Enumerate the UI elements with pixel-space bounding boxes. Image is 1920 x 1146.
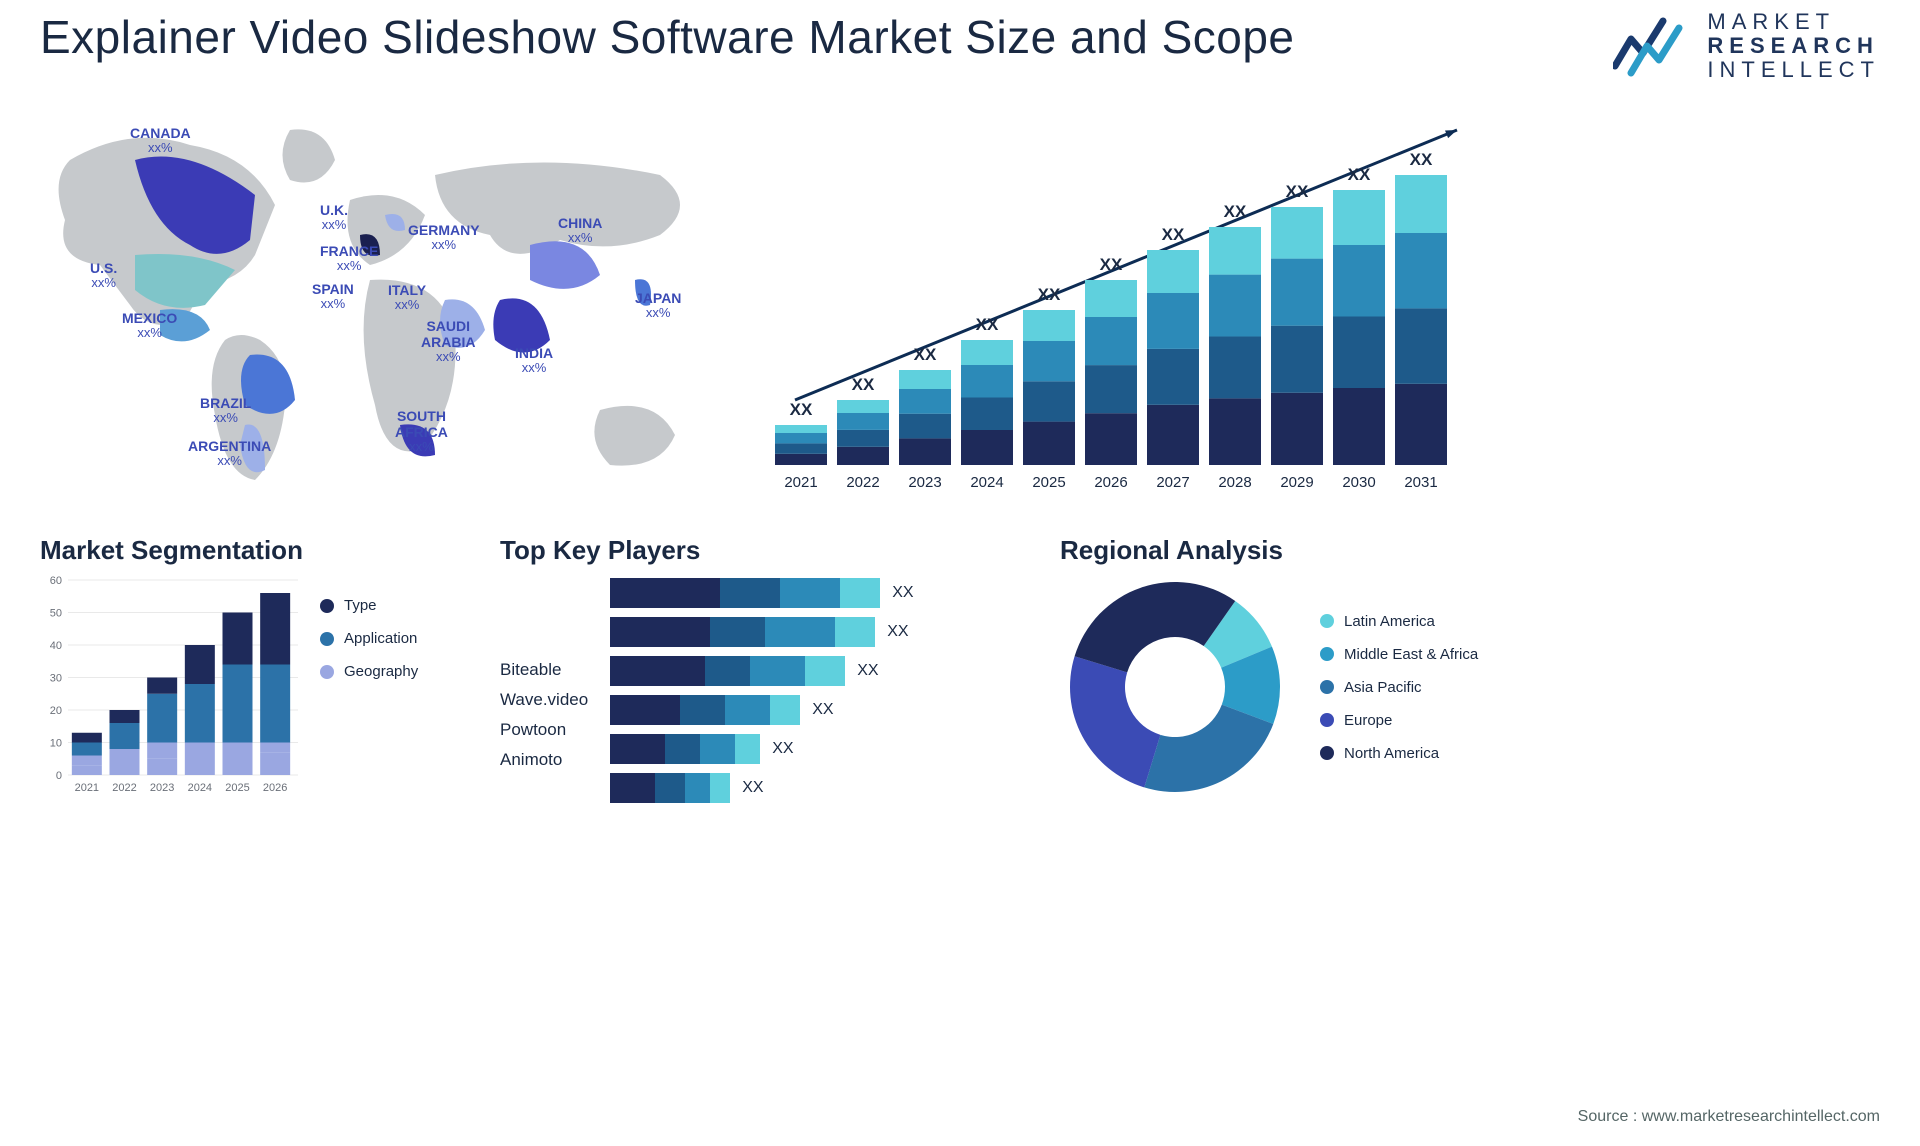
- svg-text:2024: 2024: [970, 474, 1003, 491]
- key-player-bar-row: XX: [610, 695, 1030, 725]
- regional-panel: Regional Analysis Latin America Middle Ea…: [1060, 535, 1870, 815]
- seg-legend-application: Application: [320, 630, 418, 647]
- segmentation-panel: Market Segmentation 0 10 20 30 40 50 60 2021 202…: [40, 535, 470, 815]
- svg-text:2025: 2025: [225, 782, 249, 794]
- key-players-labels: Biteable Wave.video Powtoon Animoto: [500, 578, 588, 770]
- logo-line1: MARKET: [1707, 10, 1880, 34]
- svg-text:XX: XX: [1286, 182, 1309, 201]
- svg-text:2021: 2021: [75, 782, 99, 794]
- svg-text:40: 40: [50, 640, 62, 652]
- svg-text:2031: 2031: [1404, 474, 1437, 491]
- world-map-icon: [40, 105, 720, 505]
- svg-text:XX: XX: [1224, 202, 1247, 221]
- map-label-south-africa: SOUTHAFRICAxx%: [395, 408, 448, 455]
- svg-text:XX: XX: [1100, 255, 1123, 274]
- region-legend-north-america: North America: [1320, 745, 1478, 762]
- logo-line3: INTELLECT: [1707, 58, 1880, 82]
- map-label-u-k-: U.K.xx%: [320, 202, 348, 233]
- map-label-mexico: MEXICOxx%: [122, 310, 177, 341]
- map-label-france: FRANCExx%: [320, 243, 378, 274]
- regional-title: Regional Analysis: [1060, 535, 1870, 566]
- svg-text:2023: 2023: [908, 474, 941, 491]
- map-label-china: CHINAxx%: [558, 215, 602, 246]
- page-title: Explainer Video Slideshow Software Marke…: [40, 10, 1295, 64]
- map-label-italy: ITALYxx%: [388, 282, 426, 313]
- brand-logo: MARKET RESEARCH INTELLECT: [1613, 10, 1880, 83]
- map-label-spain: SPAINxx%: [312, 281, 354, 312]
- world-map-panel: CANADAxx% U.S.xx%MEXICOxx% BRAZILxx% ARGENT…: [40, 105, 720, 505]
- logo-mark-icon: [1613, 11, 1693, 81]
- key-players-chart: XX XX XX XX XX XX: [610, 578, 1030, 803]
- svg-text:2025: 2025: [1032, 474, 1065, 491]
- svg-text:2027: 2027: [1156, 474, 1189, 491]
- svg-text:2021: 2021: [784, 474, 817, 491]
- svg-text:60: 60: [50, 575, 62, 587]
- segmentation-title: Market Segmentation: [40, 535, 470, 566]
- svg-text:XX: XX: [852, 375, 875, 394]
- segmentation-chart: 0 10 20 30 40 50 60 2021 2022 2023 2024 2025 2026: [40, 572, 300, 797]
- seg-legend-type: Type: [320, 597, 418, 614]
- key-player-bar-row: XX: [610, 617, 1030, 647]
- key-player-bar-row: XX: [610, 578, 1030, 608]
- source-label: Source : www.marketresearchintellect.com: [1578, 1108, 1880, 1126]
- key-player-label: Biteable: [500, 660, 588, 680]
- logo-text: MARKET RESEARCH INTELLECT: [1707, 10, 1880, 83]
- svg-text:50: 50: [50, 608, 62, 620]
- regional-legend: Latin America Middle East & Africa Asia Pa…: [1320, 613, 1478, 762]
- svg-text:2022: 2022: [846, 474, 879, 491]
- svg-text:0: 0: [56, 770, 62, 782]
- map-label-canada: CANADAxx%: [130, 125, 191, 156]
- svg-text:20: 20: [50, 705, 62, 717]
- svg-text:2026: 2026: [1094, 474, 1127, 491]
- key-players-panel: Top Key Players Biteable Wave.video Powtoo…: [500, 535, 1030, 815]
- svg-text:2026: 2026: [263, 782, 287, 794]
- seg-legend-geography: Geography: [320, 663, 418, 680]
- key-player-label: Wave.video: [500, 690, 588, 710]
- svg-text:2023: 2023: [150, 782, 174, 794]
- svg-text:2028: 2028: [1218, 474, 1251, 491]
- svg-text:2030: 2030: [1342, 474, 1375, 491]
- key-player-bar-row: XX: [610, 656, 1030, 686]
- region-legend-middle-east-africa: Middle East & Africa: [1320, 646, 1478, 663]
- svg-text:XX: XX: [976, 315, 999, 334]
- map-label-argentina: ARGENTINAxx%: [188, 438, 271, 469]
- map-label-brazil: BRAZILxx%: [200, 395, 251, 426]
- svg-text:XX: XX: [1038, 285, 1061, 304]
- region-legend-europe: Europe: [1320, 712, 1478, 729]
- logo-line2: RESEARCH: [1707, 34, 1880, 58]
- key-players-title: Top Key Players: [500, 535, 1030, 566]
- svg-text:2024: 2024: [188, 782, 212, 794]
- key-player-bar-row: XX: [610, 773, 1030, 803]
- key-player-label: Animoto: [500, 750, 588, 770]
- svg-text:10: 10: [50, 738, 62, 750]
- region-legend-asia-pacific: Asia Pacific: [1320, 679, 1478, 696]
- forecast-chart: XX 2021 XX 2022 XX 2023 XX 2024 XX 2025 XX 2026 XX 20…: [760, 105, 1870, 505]
- region-legend-latin-america: Latin America: [1320, 613, 1478, 630]
- map-label-japan: JAPANxx%: [635, 290, 681, 321]
- regional-donut-chart: [1060, 572, 1290, 802]
- map-label-saudi-arabia: SAUDIARABIAxx%: [421, 318, 475, 365]
- svg-text:XX: XX: [1162, 225, 1185, 244]
- map-label-u-s-: U.S.xx%: [90, 260, 117, 291]
- key-player-bar-row: XX: [610, 734, 1030, 764]
- svg-text:2022: 2022: [112, 782, 136, 794]
- svg-text:30: 30: [50, 673, 62, 685]
- svg-text:2029: 2029: [1280, 474, 1313, 491]
- svg-text:XX: XX: [790, 400, 813, 419]
- map-label-germany: GERMANYxx%: [408, 222, 480, 253]
- map-label-india: INDIAxx%: [515, 345, 553, 376]
- svg-text:XX: XX: [1410, 150, 1433, 169]
- svg-text:XX: XX: [1348, 165, 1371, 184]
- segmentation-legend: Type Application Geography: [320, 572, 418, 802]
- key-player-label: Powtoon: [500, 720, 588, 740]
- svg-text:XX: XX: [914, 345, 937, 364]
